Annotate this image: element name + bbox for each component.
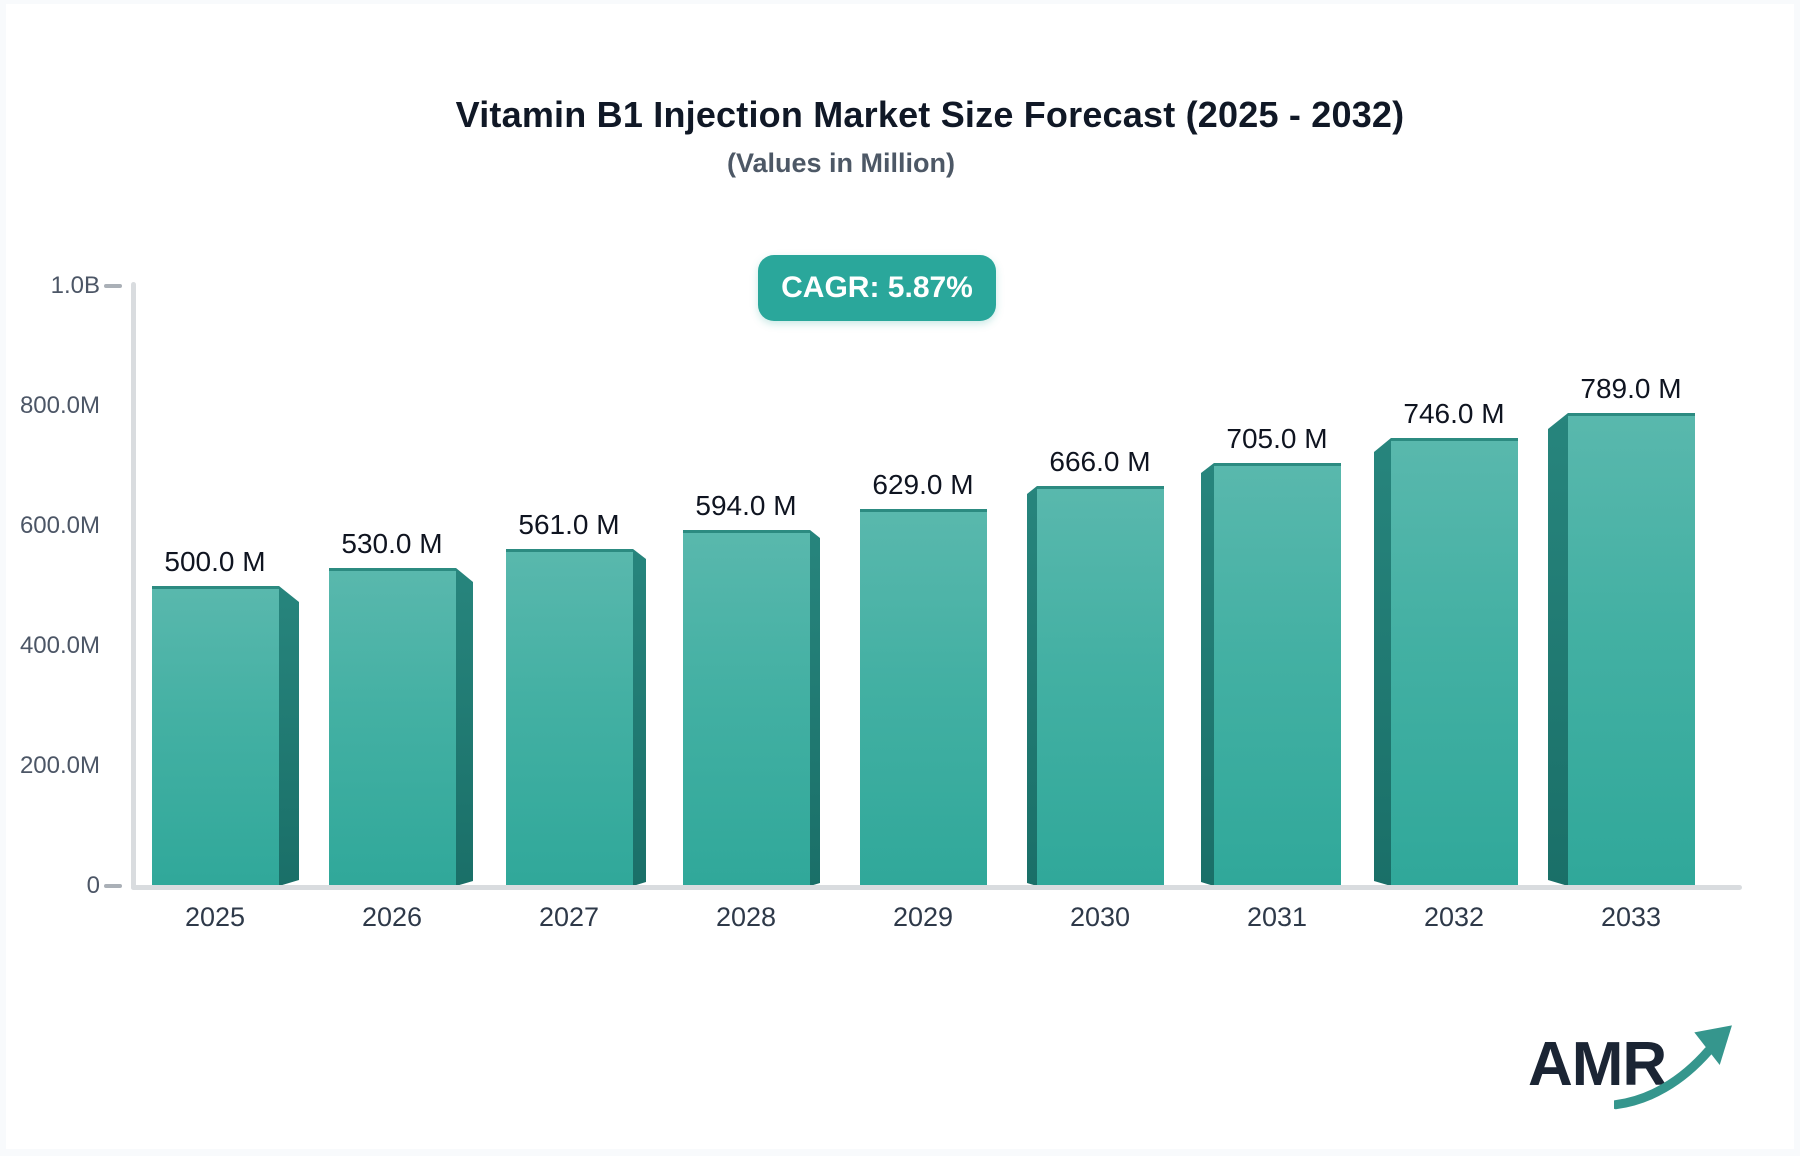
amr-logo: AMR [1528, 1025, 1732, 1116]
y-axis-line [131, 282, 136, 890]
bar-3d-side [279, 586, 299, 886]
y-tick-dash [104, 884, 122, 888]
bar-2028 [683, 530, 810, 886]
bar-value-label: 666.0 M [1049, 446, 1151, 477]
y-tick-label: 600.0M [19, 512, 100, 539]
bar-2031 [1214, 463, 1341, 886]
cagr-badge: CAGR: 5.87% [758, 255, 996, 321]
bar-value-label: 561.0 M [518, 509, 620, 540]
x-tick-label: 2032 [1423, 902, 1485, 932]
bar-2026 [329, 568, 456, 886]
bar-value-label: 789.0 M [1580, 373, 1682, 404]
bar-value-label: 530.0 M [341, 528, 443, 559]
x-tick-label: 2029 [892, 902, 954, 932]
y-tick-label: 200.0M [19, 752, 100, 779]
growth-arrow-icon [1614, 1025, 1732, 1110]
x-axis-line [131, 885, 1742, 890]
bar-3d-side [633, 549, 646, 886]
bar-3d-side [1548, 413, 1568, 886]
y-tick-label: 1.0B [50, 272, 100, 299]
x-tick-label: 2031 [1246, 902, 1308, 932]
bar-2030 [1037, 486, 1164, 886]
x-tick-label: 2026 [361, 902, 423, 932]
y-tick-label: 800.0M [19, 392, 100, 419]
logo-text: AMR [1528, 1030, 1667, 1099]
y-tick-label: 400.0M [19, 632, 100, 659]
bar-value-label: 705.0 M [1226, 423, 1328, 454]
x-tick-label: 2027 [538, 902, 600, 932]
bar-2025 [152, 586, 279, 886]
x-tick-label: 2025 [184, 902, 246, 932]
bar-2029 [860, 509, 987, 886]
bar-3d-side [810, 530, 820, 886]
bar-3d-side [1027, 486, 1037, 886]
y-tick-label: 0 [86, 872, 100, 899]
bar-2027 [506, 549, 633, 886]
bar-value-label: 746.0 M [1403, 398, 1505, 429]
chart-subtitle: (Values in Million) [726, 148, 956, 178]
bar-3d-side [456, 568, 473, 886]
bar-value-label: 594.0 M [695, 490, 797, 521]
y-tick-dash [104, 284, 122, 288]
x-tick-label: 2030 [1069, 902, 1131, 932]
x-tick-label: 2033 [1600, 902, 1662, 932]
chart-title: Vitamin B1 Injection Market Size Forecas… [455, 94, 1405, 135]
bar-2033 [1568, 413, 1695, 886]
bar-3d-side [1201, 463, 1214, 886]
bar-2032 [1391, 438, 1518, 886]
x-tick-label: 2028 [715, 902, 777, 932]
bar-value-label: 629.0 M [872, 469, 974, 500]
bar-value-label: 500.0 M [164, 546, 266, 577]
bar-3d-side [1374, 438, 1391, 886]
